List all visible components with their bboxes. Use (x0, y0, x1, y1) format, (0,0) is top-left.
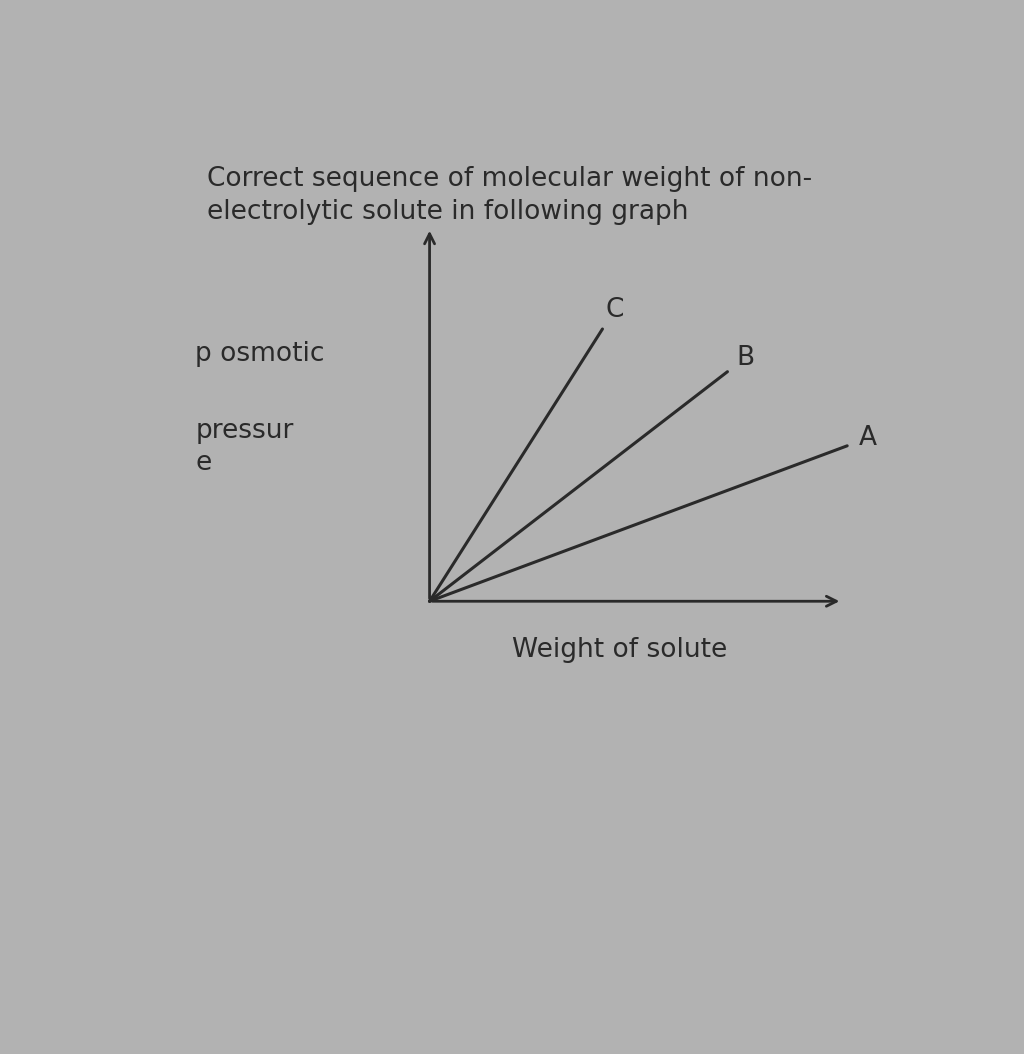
Text: A: A (859, 425, 878, 451)
Text: electrolytic solute in following graph: electrolytic solute in following graph (207, 199, 689, 225)
Text: p osmotic: p osmotic (196, 340, 325, 367)
Text: Weight of solute: Weight of solute (512, 637, 728, 663)
Text: pressur: pressur (196, 417, 294, 444)
Text: Correct sequence of molecular weight of non-: Correct sequence of molecular weight of … (207, 167, 812, 192)
Text: e: e (196, 450, 212, 476)
Text: B: B (736, 345, 755, 371)
Text: C: C (605, 297, 624, 323)
